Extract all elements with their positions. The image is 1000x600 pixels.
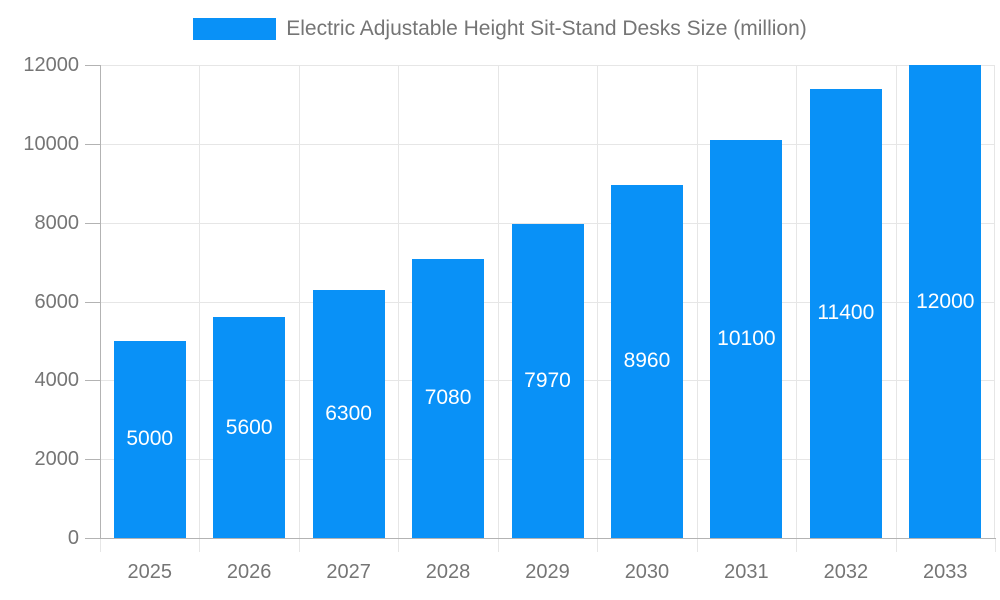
- x-axis-tick: [199, 539, 200, 552]
- bar-2032[interactable]: 11400: [809, 88, 882, 538]
- bar-value-label: 12000: [916, 289, 975, 313]
- bar-2031[interactable]: 10100: [710, 139, 783, 538]
- bar-value-label: 5000: [126, 427, 174, 451]
- y-axis-tick-label: 6000: [34, 290, 80, 313]
- bar-2029[interactable]: 7970: [511, 223, 584, 538]
- y-axis-tick-label: 12000: [23, 54, 79, 76]
- x-axis-tick: [100, 539, 101, 552]
- x-axis-tick-label: 2030: [624, 561, 670, 583]
- x-axis-tick-label: 2026: [226, 561, 272, 583]
- bar-value-label: 8960: [623, 349, 671, 373]
- x-axis-tick-label: 2025: [127, 561, 172, 583]
- y-axis-tick-label: 4000: [34, 369, 80, 392]
- bar-value-label: 10100: [717, 326, 776, 350]
- bar-2028[interactable]: 7080: [412, 258, 485, 538]
- bar-2030[interactable]: 8960: [610, 184, 683, 538]
- gridline-vertical: [697, 65, 698, 538]
- legend-swatch-icon: [193, 18, 277, 40]
- gridline-vertical: [299, 65, 300, 538]
- legend[interactable]: Electric Adjustable Height Sit-Stand Des…: [0, 16, 1000, 42]
- bar-2026[interactable]: 5600: [213, 317, 286, 538]
- y-axis-tick: [85, 65, 100, 66]
- gridline-vertical: [994, 65, 995, 538]
- bar-2027[interactable]: 6300: [312, 289, 385, 538]
- gridline-vertical: [796, 65, 797, 538]
- gridline-vertical: [498, 65, 499, 538]
- x-axis-tick-label: 2032: [823, 561, 869, 583]
- y-axis-tick-label: 2000: [34, 448, 80, 471]
- bar-value-label: 7970: [524, 368, 571, 392]
- gridline-vertical: [398, 65, 399, 538]
- x-axis-tick-label: 2027: [326, 561, 371, 583]
- gridline-vertical: [597, 65, 598, 538]
- bar-value-label: 5600: [225, 415, 273, 439]
- x-axis-tick-label: 2028: [425, 561, 471, 583]
- x-axis-tick: [597, 539, 598, 552]
- y-axis-tick: [85, 301, 100, 303]
- y-axis-tick: [85, 222, 100, 224]
- gridline-vertical: [896, 65, 897, 538]
- y-axis-tick-label: 8000: [34, 211, 80, 234]
- x-axis-tick: [697, 539, 698, 552]
- bar-value-label: 6300: [325, 401, 372, 425]
- plot-area: 5000 5600 6300 7080 7970 8960 10100 11400 12000: [100, 65, 995, 538]
- gridline-horizontal: [100, 65, 995, 66]
- y-axis-tick: [85, 380, 100, 382]
- gridline-horizontal: [100, 143, 995, 145]
- x-axis-tick: [398, 539, 399, 552]
- x-axis-tick-label: 2031: [724, 561, 769, 583]
- x-axis-tick: [796, 539, 797, 552]
- x-axis-tick: [498, 539, 499, 552]
- y-axis-tick: [85, 459, 100, 461]
- gridline-horizontal: [100, 222, 995, 224]
- x-axis-tick-label: 2033: [923, 561, 968, 583]
- bar-2025[interactable]: 5000: [113, 340, 186, 538]
- y-axis-tick: [85, 538, 100, 539]
- y-axis-tick: [85, 143, 100, 145]
- x-axis-line: [100, 538, 996, 539]
- bar-value-label: 11400: [817, 301, 875, 325]
- x-axis-tick: [896, 539, 897, 552]
- y-axis-tick-label: 0: [67, 527, 79, 549]
- legend-label: Electric Adjustable Height Sit-Stand Des…: [286, 17, 807, 40]
- x-axis-tick: [995, 539, 996, 552]
- y-axis-line: [100, 65, 101, 552]
- bar-2033[interactable]: 12000: [909, 65, 982, 538]
- x-axis-tick: [299, 539, 300, 552]
- bar-value-label: 7080: [424, 386, 472, 410]
- y-axis-tick-label: 10000: [23, 132, 79, 155]
- gridline-vertical: [199, 65, 200, 538]
- x-axis-tick-label: 2029: [525, 561, 570, 583]
